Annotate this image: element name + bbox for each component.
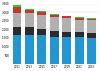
Bar [62, 16, 71, 18]
Bar [13, 27, 21, 35]
Bar [87, 20, 96, 33]
Bar [75, 17, 84, 18]
Bar [13, 5, 21, 7]
Bar [50, 15, 59, 17]
Bar [62, 32, 71, 37]
Bar [87, 18, 96, 19]
Bar [13, 35, 21, 64]
Bar [75, 37, 84, 64]
Bar [62, 18, 71, 32]
Bar [50, 14, 59, 15]
Bar [38, 29, 46, 35]
Bar [50, 17, 59, 31]
Bar [75, 20, 84, 32]
Bar [25, 9, 34, 10]
Bar [38, 12, 46, 15]
Bar [87, 38, 96, 64]
Bar [38, 11, 46, 12]
Bar [25, 27, 34, 35]
Bar [87, 19, 96, 20]
Bar [25, 10, 34, 13]
Bar [38, 15, 46, 29]
Bar [25, 35, 34, 64]
Bar [13, 7, 21, 13]
Bar [50, 31, 59, 37]
Bar [13, 13, 21, 27]
Bar [62, 37, 71, 64]
Bar [38, 35, 46, 64]
Bar [87, 33, 96, 38]
Bar [25, 13, 34, 27]
Bar [75, 18, 84, 20]
Bar [50, 37, 59, 64]
Bar [75, 32, 84, 37]
